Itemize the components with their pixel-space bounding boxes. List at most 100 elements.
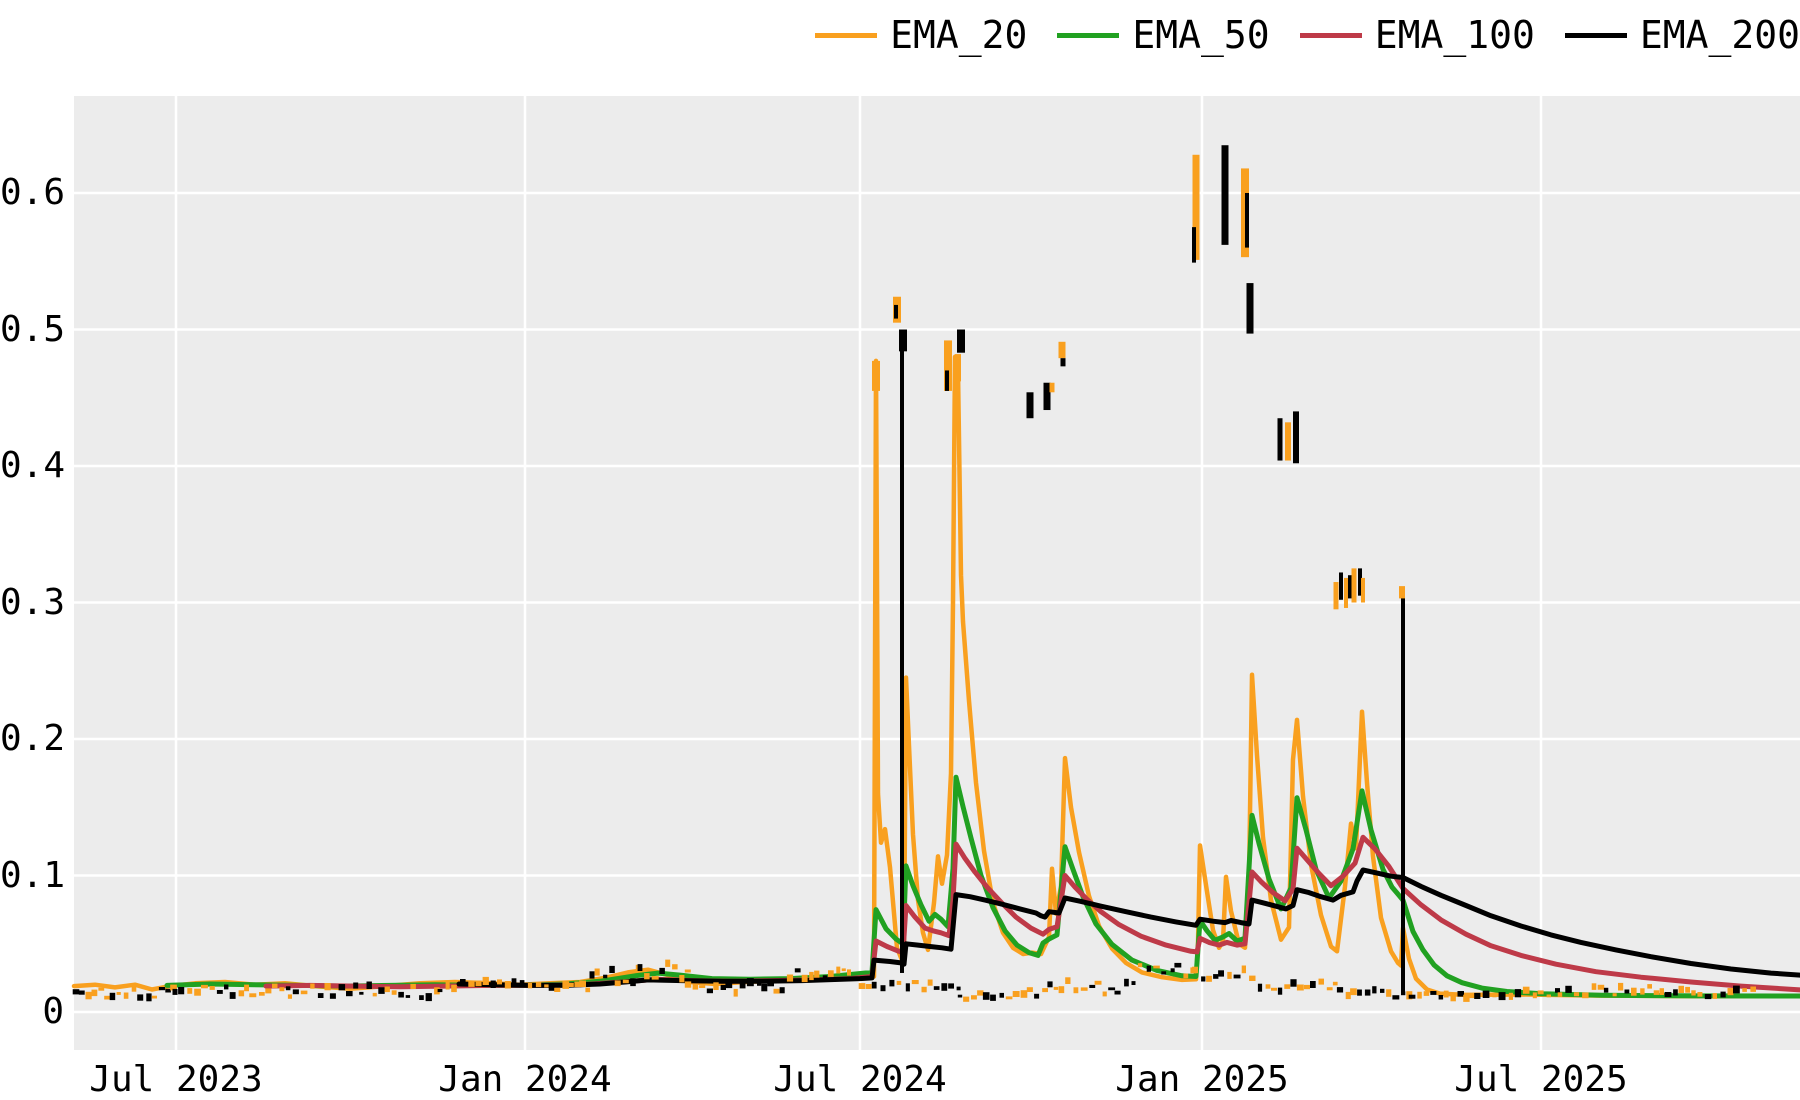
candle-dash [847, 969, 851, 976]
candle-dash [158, 987, 166, 991]
candle-dash [692, 984, 699, 990]
candle-dash [548, 983, 556, 991]
candle-dash [927, 979, 933, 986]
candle-dash [801, 974, 808, 983]
y-tick-label-0: 0 [42, 991, 64, 1032]
legend-item-ema-100: EMA_100 [1299, 13, 1535, 57]
candle-dash [391, 990, 397, 995]
candle-dash [1058, 986, 1065, 994]
price-bar [1058, 341, 1066, 359]
candle-dash [1640, 988, 1645, 995]
candle-dash [346, 991, 353, 997]
candle-dash [1364, 989, 1371, 996]
legend-label-ema-100: EMA_100 [1374, 13, 1535, 57]
candle-dash [1423, 991, 1430, 996]
candle-dash [554, 987, 561, 992]
candle-dash [999, 992, 1004, 998]
y-tick-label-0-2: 0.2 [0, 718, 66, 759]
candle-dash [1345, 991, 1351, 1000]
candle-dash [1565, 985, 1572, 993]
y-tick-label-0-6: 0.6 [0, 172, 66, 213]
series-line-ema_20 [71, 354, 1800, 999]
candle-dash [990, 994, 996, 1001]
price-bar [945, 370, 949, 391]
candle-dash [1073, 987, 1079, 994]
candle-dash [109, 992, 116, 1001]
candle-dash [814, 970, 820, 978]
candle-dash [265, 988, 272, 994]
candle-dash [1380, 988, 1385, 993]
candle-dash [568, 983, 574, 987]
candle-dash [941, 983, 948, 991]
candle-dash [170, 984, 177, 991]
legend-line-swatch-ema-100 [1299, 32, 1362, 38]
candle-dash [603, 974, 608, 979]
candle-dash [1114, 990, 1121, 995]
candle-dash [279, 987, 285, 992]
candle-dash [854, 977, 861, 981]
x-tick-label-jan-2024: Jan 2024 [438, 1059, 612, 1100]
candle-dash [1053, 986, 1059, 990]
candle-dash [779, 987, 785, 994]
price-bar [1246, 283, 1254, 334]
candle-dash [1201, 976, 1206, 982]
candle-dash [85, 991, 92, 1000]
candle-dash [1183, 973, 1189, 979]
legend-line-swatch-ema-50 [1057, 32, 1120, 38]
candle-dash [1618, 982, 1624, 991]
candle-dash [1042, 988, 1048, 993]
candle-dash [1094, 980, 1102, 985]
legend-label-ema-200: EMA_200 [1639, 13, 1800, 57]
candle-dash [405, 995, 411, 998]
price-bar [872, 360, 880, 391]
candle-dash [637, 964, 643, 971]
candle-dash [794, 968, 801, 973]
candle-dash [836, 966, 841, 974]
candle-dash [137, 994, 144, 1001]
candle-dash [1257, 983, 1263, 992]
candle-dash [1555, 988, 1560, 993]
candle-dash [982, 992, 990, 1000]
candle-dash [131, 986, 137, 992]
candle-dash [292, 989, 299, 995]
price-bar [955, 354, 961, 382]
candle-dash [1284, 984, 1291, 989]
candle-dash [324, 983, 331, 991]
candle-dash [504, 981, 511, 989]
candle-dash [338, 984, 346, 991]
candle-dash [445, 981, 450, 990]
candle-dash [1102, 991, 1107, 997]
candle-dash [977, 990, 984, 996]
candle-dash [739, 982, 746, 989]
price-bar [1221, 145, 1229, 245]
candle-dash [1691, 990, 1696, 996]
candle-dash [725, 982, 733, 989]
price-bar [1361, 577, 1365, 603]
price-bar [1043, 382, 1051, 411]
x-tick-label-jul-2024: Jul 2024 [773, 1059, 947, 1100]
candle-dash [1386, 989, 1392, 997]
candle-dash [437, 989, 443, 993]
candle-dash [594, 968, 600, 976]
candle-dash [1336, 987, 1344, 993]
price-bar [1192, 154, 1200, 260]
candle-dash [425, 993, 432, 1002]
candle-dash [116, 992, 121, 995]
price-bar [957, 329, 965, 353]
candle-dash [574, 981, 580, 988]
candle-dash [224, 984, 229, 990]
candle-dash [1457, 991, 1464, 997]
candle-dash [933, 986, 940, 990]
candle-dash [238, 990, 245, 997]
candle-dash [1678, 985, 1684, 993]
candle-dash [1034, 993, 1040, 999]
price-bar [1339, 572, 1343, 600]
price-bar [1192, 227, 1196, 263]
candle-dash [497, 979, 502, 985]
candle-dash [1704, 994, 1712, 1000]
candle-dash [589, 971, 595, 979]
candle-dash [809, 971, 814, 981]
candle-dash [1653, 990, 1660, 995]
candle-dash [1631, 987, 1637, 996]
